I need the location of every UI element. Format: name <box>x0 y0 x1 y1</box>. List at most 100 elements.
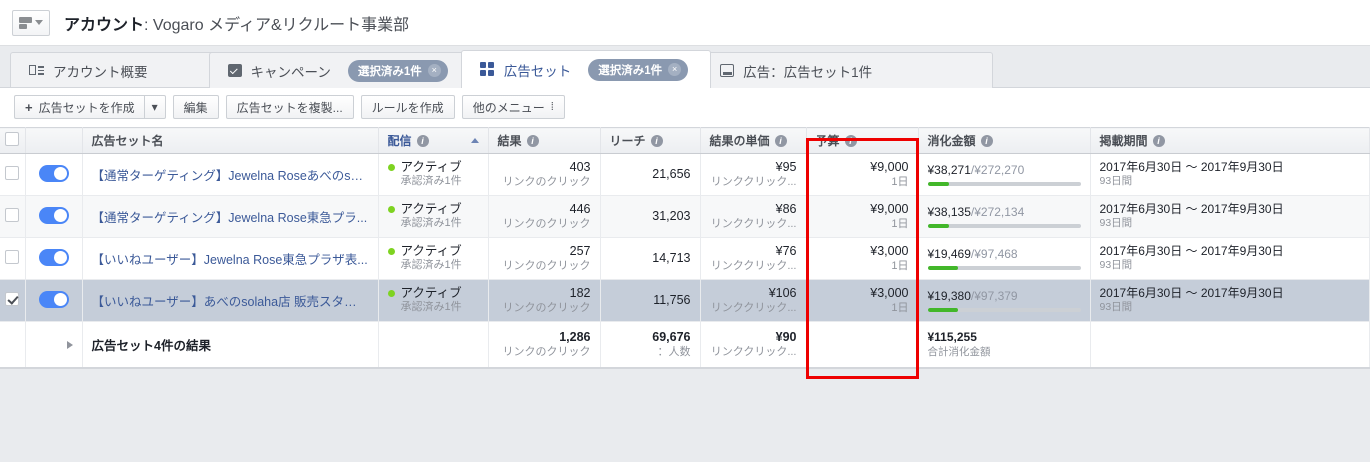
info-icon[interactable]: i <box>650 134 663 147</box>
results-cell: 257 リンクのクリック <box>488 237 601 280</box>
tab-adset[interactable]: 広告セット 選択済み1件 × <box>460 50 712 88</box>
header-results[interactable]: 結果 i <box>488 127 601 154</box>
spend-progress-fill <box>927 266 959 270</box>
header-delivery[interactable]: 配信 i <box>378 127 489 154</box>
adset-name-cell[interactable]: 【いいねユーザー】あべのsolaha店 販売スタッフ <box>82 279 379 322</box>
tab-campaign-selection-badge[interactable]: 選択済み1件 × <box>347 59 448 82</box>
budget-cell[interactable]: ¥3,000 1日 <box>806 279 919 322</box>
duplicate-adset-button[interactable]: 広告セットを複製... <box>225 95 354 119</box>
total-results-unit: リンクのクリック <box>502 346 591 359</box>
row-select-cell[interactable] <box>0 237 26 280</box>
header-budget[interactable]: 予算 i <box>806 127 919 154</box>
info-icon[interactable]: i <box>1152 134 1165 147</box>
adset-status-toggle[interactable] <box>38 248 69 266</box>
info-icon[interactable]: i <box>980 134 993 147</box>
budget-cell[interactable]: ¥3,000 1日 <box>806 237 919 280</box>
total-cost-value: ¥90 <box>775 330 797 345</box>
info-icon[interactable]: i <box>774 134 787 147</box>
row-checkbox[interactable] <box>5 250 20 264</box>
adset-name-cell[interactable]: 【通常ターゲティング】Jewelna Roseあべのsol... <box>82 153 379 196</box>
period-range: 2017年6月30日 〜 2017年9月30日 <box>1099 285 1284 300</box>
spend-progress-fill <box>927 182 949 186</box>
account-switcher-button[interactable] <box>12 9 50 36</box>
period-days: 93日間 <box>1099 301 1133 314</box>
adset-name-cell[interactable]: 【通常ターゲティング】Jewelna Rose東急プラ... <box>82 195 379 238</box>
period-cell: 2017年6月30日 〜 2017年9月30日 93日間 <box>1090 237 1370 280</box>
total-expand-cell[interactable] <box>25 321 83 368</box>
delivery-status: アクティブ <box>400 201 462 216</box>
results-unit: リンクのクリック <box>502 218 591 231</box>
table-row[interactable]: 【いいねユーザー】あべのsolaha店 販売スタッフ アクティブ 承認済み1件 … <box>0 279 1370 322</box>
header-reach-label: リーチ <box>609 134 646 148</box>
info-icon[interactable]: i <box>844 134 857 147</box>
close-icon[interactable]: × <box>427 64 441 77</box>
row-toggle-cell[interactable] <box>25 153 83 196</box>
budget-cell[interactable]: ¥9,000 1日 <box>806 153 919 196</box>
chevron-down-icon: ▾ <box>151 100 158 114</box>
tab-ads[interactable]: 広告：広告セット1件 <box>701 52 994 88</box>
adset-status-toggle[interactable] <box>38 164 69 182</box>
adset-name-link[interactable]: 【通常ターゲティング】Jewelna Roseあべのsol... <box>91 169 369 183</box>
period-cell: 2017年6月30日 〜 2017年9月30日 93日間 <box>1090 153 1370 196</box>
more-menu-button[interactable]: 他のメニュー ⁞ <box>461 95 565 119</box>
cost-unit: リンククリック... <box>710 176 797 189</box>
adset-status-toggle[interactable] <box>38 206 69 224</box>
tab-adset-selection-badge[interactable]: 選択済み1件 × <box>588 58 689 81</box>
tab-account-overview[interactable]: アカウント概要 <box>10 52 219 88</box>
row-toggle-cell[interactable] <box>25 279 83 322</box>
header-reach[interactable]: リーチ i <box>600 127 701 154</box>
header-spend[interactable]: 消化金額 i <box>918 127 1091 154</box>
row-select-cell[interactable] <box>0 195 26 238</box>
account-label: アカウント <box>64 16 145 34</box>
table-row[interactable]: 【通常ターゲティング】Jewelna Roseあべのsol... アクティブ 承… <box>0 153 1370 196</box>
edit-button[interactable]: 編集 <box>172 95 219 119</box>
campaign-check-icon <box>227 64 242 77</box>
spend-progress-fill <box>927 308 959 312</box>
adset-name-link[interactable]: 【いいねユーザー】あべのsolaha店 販売スタッフ <box>91 295 369 309</box>
close-icon[interactable]: × <box>668 63 682 76</box>
tab-campaign[interactable]: キャンペーン 選択済み1件 × <box>208 52 471 88</box>
header-cost-per-result[interactable]: 結果の単価 i <box>700 127 807 154</box>
total-results-value: 1,286 <box>559 330 591 345</box>
header-spend-label: 消化金額 <box>927 134 976 148</box>
row-checkbox[interactable] <box>5 208 20 222</box>
edit-label: 編集 <box>183 100 208 115</box>
row-checkbox[interactable] <box>5 292 20 306</box>
triangle-right-icon[interactable] <box>66 341 73 350</box>
table-row[interactable]: 【通常ターゲティング】Jewelna Rose東急プラ... アクティブ 承認済… <box>0 195 1370 238</box>
info-icon[interactable]: i <box>416 134 429 147</box>
row-checkbox[interactable] <box>5 166 20 180</box>
create-rule-button[interactable]: ルールを作成 <box>360 95 455 119</box>
more-vertical-dots-icon: ⁞ <box>550 101 554 113</box>
create-adset-button[interactable]: + 広告セットを作成 <box>14 95 144 119</box>
budget-cell[interactable]: ¥9,000 1日 <box>806 195 919 238</box>
spend-progress-track <box>927 224 1081 228</box>
cost-value: ¥76 <box>775 244 797 259</box>
adset-name-link[interactable]: 【通常ターゲティング】Jewelna Rose東急プラ... <box>91 211 368 225</box>
header-select-all[interactable] <box>0 127 26 154</box>
spend-value: ¥19,469 <box>927 247 971 261</box>
adset-name-cell[interactable]: 【いいねユーザー】Jewelna Rose東急プラザ表... <box>82 237 379 280</box>
status-dot-icon <box>387 247 395 255</box>
budget-value: ¥3,000 <box>870 286 909 301</box>
adset-name-link[interactable]: 【いいねユーザー】Jewelna Rose東急プラザ表... <box>91 253 368 267</box>
row-select-cell[interactable] <box>0 279 26 322</box>
delivery-cell: アクティブ 承認済み1件 <box>378 195 489 238</box>
header-period[interactable]: 掲載期間 i <box>1090 127 1370 154</box>
delivery-cell: アクティブ 承認済み1件 <box>378 153 489 196</box>
spend-total: /¥272,270 <box>970 163 1025 177</box>
reach-cell: 31,203 <box>600 195 701 238</box>
info-icon[interactable]: i <box>526 134 539 147</box>
create-adset-dropdown-button[interactable]: ▾ <box>143 95 166 119</box>
select-all-checkbox[interactable] <box>5 132 20 146</box>
table-row[interactable]: 【いいねユーザー】Jewelna Rose東急プラザ表... アクティブ 承認済… <box>0 237 1370 280</box>
row-select-cell[interactable] <box>0 153 26 196</box>
plus-icon: + <box>25 99 33 115</box>
row-toggle-cell[interactable] <box>25 195 83 238</box>
cost-value: ¥95 <box>775 160 797 175</box>
header-adset-name[interactable]: 広告セット名 <box>82 127 379 154</box>
budget-value: ¥9,000 <box>870 202 909 217</box>
row-toggle-cell[interactable] <box>25 237 83 280</box>
adset-status-toggle[interactable] <box>38 290 69 308</box>
